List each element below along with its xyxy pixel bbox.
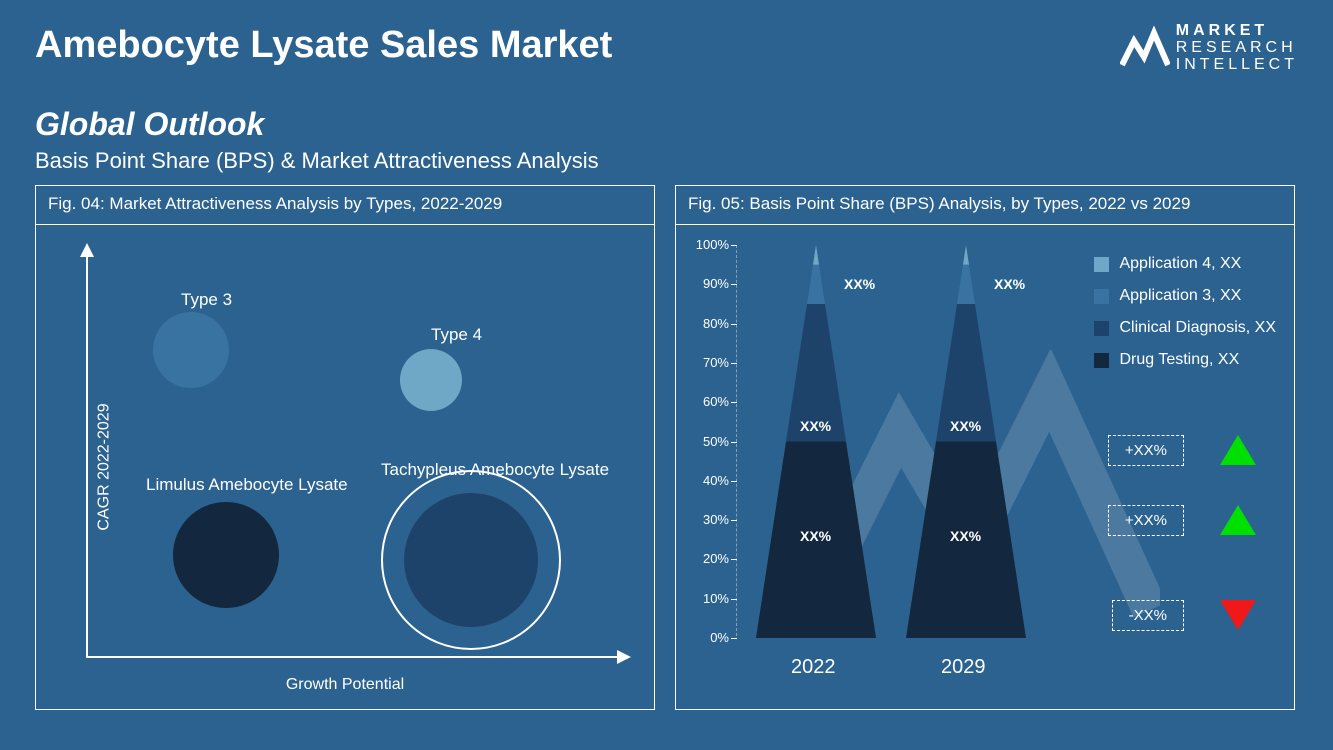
legend-label: Application 3, XX	[1119, 287, 1241, 305]
segment-label: XX%	[994, 276, 1025, 292]
category-label: 2029	[941, 656, 986, 679]
y-tick	[731, 402, 737, 403]
page-title: Amebocyte Lysate Sales Market	[35, 24, 612, 67]
y-tick-label: 10%	[694, 591, 729, 606]
legend-label: Clinical Diagnosis, XX	[1119, 319, 1276, 337]
segment-label: XX%	[950, 418, 981, 434]
y-tick	[731, 638, 737, 639]
legend-label: Drug Testing, XX	[1119, 351, 1239, 369]
bubble	[153, 312, 229, 388]
legend-item: Application 4, XX	[1094, 255, 1276, 273]
y-tick	[731, 363, 737, 364]
legend-item: Application 3, XX	[1094, 287, 1276, 305]
bubble	[400, 349, 462, 411]
y-tick-label: 30%	[694, 512, 729, 527]
logo-icon	[1120, 23, 1170, 73]
bubble-label: Type 3	[181, 290, 232, 310]
cone	[756, 245, 876, 638]
bubble-label: Type 4	[431, 325, 482, 345]
x-axis-label: Growth Potential	[286, 676, 404, 694]
segment-label: XX%	[800, 418, 831, 434]
legend-label: Application 4, XX	[1119, 255, 1241, 273]
legend-item: Clinical Diagnosis, XX	[1094, 319, 1276, 337]
segment-label: XX%	[800, 528, 831, 544]
y-tick-label: 20%	[694, 551, 729, 566]
legend-swatch	[1094, 321, 1109, 336]
y-tick-label: 70%	[694, 355, 729, 370]
y-tick-label: 50%	[694, 434, 729, 449]
logo-text: MARKET RESEARCH INTELLECT	[1176, 22, 1298, 73]
down-arrow-icon	[1220, 600, 1256, 630]
segment-label: XX%	[844, 276, 875, 292]
y-tick-label: 40%	[694, 473, 729, 488]
y-axis-label: CAGR 2022-2029	[96, 403, 114, 530]
category-label: 2022	[791, 656, 836, 679]
y-tick	[731, 520, 737, 521]
up-arrow-icon	[1220, 505, 1256, 535]
y-tick-label: 100%	[694, 237, 729, 252]
legend-swatch	[1094, 289, 1109, 304]
logo-line2: RESEARCH	[1176, 39, 1298, 56]
legend-swatch	[1094, 353, 1109, 368]
subtitle-bps: Basis Point Share (BPS) & Market Attract…	[35, 148, 599, 174]
segment-label: XX%	[950, 528, 981, 544]
x-axis	[86, 656, 629, 658]
brand-logo: MARKET RESEARCH INTELLECT	[1120, 22, 1298, 73]
bubble-label: Tachypleus Amebocyte Lysate	[381, 460, 609, 480]
legend: Application 4, XX Application 3, XX Clinic…	[1094, 255, 1276, 383]
bps-y-axis	[736, 245, 737, 636]
logo-line3: INTELLECT	[1176, 56, 1298, 73]
fig5-title: Fig. 05: Basis Point Share (BPS) Analysi…	[676, 186, 1294, 225]
fig4-title: Fig. 04: Market Attractiveness Analysis …	[36, 186, 654, 225]
bubble-label: Limulus Amebocyte Lysate	[146, 475, 348, 495]
y-tick-label: 0%	[694, 630, 729, 645]
change-box: +XX%	[1108, 435, 1184, 466]
y-tick	[731, 284, 737, 285]
y-tick	[731, 324, 737, 325]
panel-bps-analysis: Fig. 05: Basis Point Share (BPS) Analysi…	[675, 185, 1295, 710]
legend-item: Drug Testing, XX	[1094, 351, 1276, 369]
legend-swatch	[1094, 257, 1109, 272]
panel-market-attractiveness: Fig. 04: Market Attractiveness Analysis …	[35, 185, 655, 710]
y-axis	[86, 245, 88, 658]
y-tick	[731, 599, 737, 600]
y-tick-label: 90%	[694, 276, 729, 291]
y-tick	[731, 559, 737, 560]
cone	[906, 245, 1026, 638]
y-tick	[731, 481, 737, 482]
bubble	[173, 502, 279, 608]
bubble	[404, 493, 538, 627]
y-tick	[731, 442, 737, 443]
logo-line1: MARKET	[1176, 22, 1298, 39]
y-tick	[731, 245, 737, 246]
change-box: -XX%	[1112, 600, 1184, 631]
y-tick-label: 80%	[694, 316, 729, 331]
up-arrow-icon	[1220, 435, 1256, 465]
subtitle-global-outlook: Global Outlook	[35, 106, 264, 143]
y-tick-label: 60%	[694, 394, 729, 409]
cone-chart: 0% 10% 20% 30% 40% 50% 60% 70% 80% 90% 100% 2022 XX…	[676, 225, 1294, 708]
change-box: +XX%	[1108, 505, 1184, 536]
bubble-chart: CAGR 2022-2029 Growth Potential Type 3 Ty…	[36, 225, 654, 708]
